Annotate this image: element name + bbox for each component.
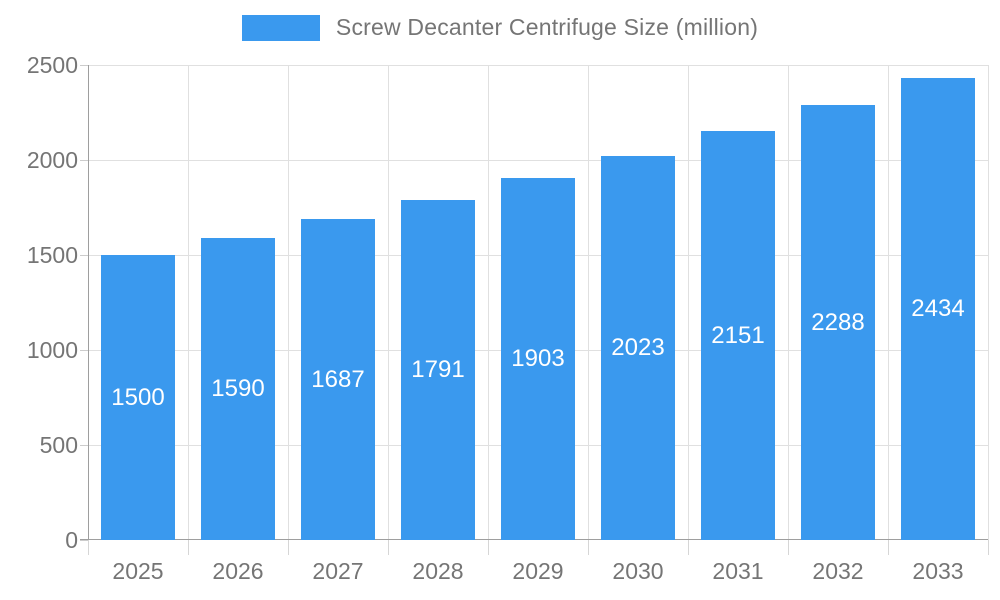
v-gridline xyxy=(287,65,289,540)
bar-value-label: 2288 xyxy=(811,308,865,336)
bar-value-label: 1687 xyxy=(311,365,365,393)
h-gridline xyxy=(88,64,988,66)
bar-2027[interactable]: 1687 xyxy=(301,219,375,540)
v-gridline xyxy=(187,65,189,540)
y-axis-tick xyxy=(80,254,88,256)
x-axis-category-label: 2032 xyxy=(812,558,864,584)
y-axis-tick-label: 2500 xyxy=(26,52,78,78)
y-axis-tick xyxy=(80,159,88,161)
legend-label: Screw Decanter Centrifuge Size (million) xyxy=(335,14,759,40)
y-axis-tick-label: 2000 xyxy=(26,147,78,173)
bar-value-label: 1903 xyxy=(511,345,565,373)
bar-2029[interactable]: 1903 xyxy=(501,178,575,540)
bar-value-label: 1791 xyxy=(411,355,465,383)
bar-2030[interactable]: 2023 xyxy=(601,155,675,540)
x-axis-tick xyxy=(587,540,589,555)
x-axis-tick xyxy=(287,540,289,555)
bar-value-label: 1500 xyxy=(111,383,165,411)
x-axis-tick xyxy=(187,540,189,555)
v-gridline xyxy=(787,65,789,540)
x-axis-tick xyxy=(487,540,489,555)
x-axis-category-label: 2030 xyxy=(612,558,664,584)
bar-value-label: 1590 xyxy=(211,374,265,402)
bar-2025[interactable]: 1500 xyxy=(101,255,175,540)
y-axis-tick xyxy=(80,64,88,66)
bar-value-label: 2023 xyxy=(611,333,665,361)
y-axis-tick xyxy=(80,539,88,541)
x-axis-category-label: 2025 xyxy=(112,558,164,584)
y-axis-tick-label: 1500 xyxy=(26,242,78,268)
bar-value-label: 2434 xyxy=(911,294,965,322)
x-axis-category-label: 2028 xyxy=(412,558,464,584)
bar-2032[interactable]: 2288 xyxy=(801,105,875,540)
x-axis-category-label: 2026 xyxy=(212,558,264,584)
x-axis-category-label: 2027 xyxy=(312,558,364,584)
x-axis-tick xyxy=(887,540,889,555)
x-axis-tick xyxy=(387,540,389,555)
bar-2031[interactable]: 2151 xyxy=(701,131,775,540)
x-axis-tick xyxy=(787,540,789,555)
x-axis-tick xyxy=(987,540,989,555)
x-axis-tick xyxy=(687,540,689,555)
y-axis-tick-label: 500 xyxy=(39,432,78,458)
y-axis-tick xyxy=(80,349,88,351)
v-gridline xyxy=(487,65,489,540)
x-axis-category-label: 2029 xyxy=(512,558,564,584)
y-axis-tick-label: 0 xyxy=(65,527,78,553)
y-axis-tick xyxy=(80,444,88,446)
plot-area: 0 500 1000 1500 2000 2500 1500 2025 1590 2026 1687… xyxy=(27,52,989,584)
x-axis-tick xyxy=(87,540,89,555)
bar-2033[interactable]: 2434 xyxy=(901,77,975,540)
v-gridline xyxy=(587,65,589,540)
v-gridline xyxy=(387,65,389,540)
bar-2026[interactable]: 1590 xyxy=(201,237,275,540)
chart-legend: Screw Decanter Centrifuge Size (million) xyxy=(0,14,1000,41)
legend-swatch-icon xyxy=(241,14,320,41)
v-gridline xyxy=(887,65,889,540)
v-gridline xyxy=(687,65,689,540)
bar-value-label: 2151 xyxy=(711,321,765,349)
bar-2028[interactable]: 1791 xyxy=(401,199,475,540)
x-axis-category-label: 2031 xyxy=(712,558,764,584)
v-gridline xyxy=(987,65,989,540)
x-axis-category-label: 2033 xyxy=(912,558,964,584)
y-axis-line xyxy=(88,65,89,540)
y-axis-tick-label: 1000 xyxy=(26,337,78,363)
h-gridline xyxy=(88,159,988,161)
